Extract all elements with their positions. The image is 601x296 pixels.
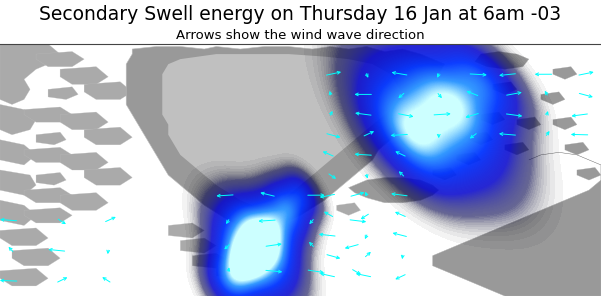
Polygon shape (36, 52, 84, 67)
Polygon shape (565, 142, 589, 155)
Polygon shape (337, 203, 361, 215)
Polygon shape (0, 228, 48, 246)
Polygon shape (541, 92, 565, 104)
Polygon shape (24, 188, 72, 203)
Polygon shape (180, 238, 216, 253)
Polygon shape (433, 168, 457, 180)
Polygon shape (0, 104, 36, 135)
Polygon shape (0, 44, 60, 104)
Polygon shape (481, 112, 505, 125)
Polygon shape (216, 263, 252, 278)
Polygon shape (48, 87, 78, 99)
Polygon shape (451, 87, 475, 99)
Polygon shape (60, 67, 108, 84)
Polygon shape (36, 132, 66, 145)
Polygon shape (0, 140, 36, 165)
Polygon shape (349, 178, 439, 203)
Text: Arrows show the wind wave direction: Arrows show the wind wave direction (176, 29, 425, 42)
Polygon shape (493, 82, 517, 94)
Polygon shape (24, 208, 72, 223)
Polygon shape (553, 117, 577, 130)
Polygon shape (577, 168, 601, 180)
Polygon shape (126, 46, 445, 231)
Polygon shape (0, 200, 36, 226)
Polygon shape (192, 253, 228, 268)
Polygon shape (168, 223, 204, 238)
Polygon shape (24, 107, 72, 122)
Polygon shape (24, 147, 72, 163)
Polygon shape (162, 54, 403, 205)
Polygon shape (553, 67, 577, 79)
Polygon shape (60, 112, 108, 130)
Polygon shape (517, 117, 541, 130)
Polygon shape (240, 233, 276, 248)
Polygon shape (433, 152, 601, 296)
Polygon shape (228, 248, 264, 263)
Polygon shape (84, 168, 132, 185)
Text: Secondary Swell energy on Thursday 16 Jan at 6am -03: Secondary Swell energy on Thursday 16 Ja… (40, 4, 561, 24)
Polygon shape (0, 170, 36, 195)
Polygon shape (36, 173, 66, 185)
Polygon shape (457, 152, 481, 165)
Polygon shape (60, 193, 108, 210)
Polygon shape (84, 127, 132, 145)
Polygon shape (60, 152, 108, 170)
Polygon shape (0, 268, 48, 286)
Polygon shape (12, 248, 60, 266)
Polygon shape (84, 82, 132, 99)
Polygon shape (505, 142, 529, 155)
Polygon shape (469, 132, 493, 145)
Polygon shape (475, 52, 529, 69)
